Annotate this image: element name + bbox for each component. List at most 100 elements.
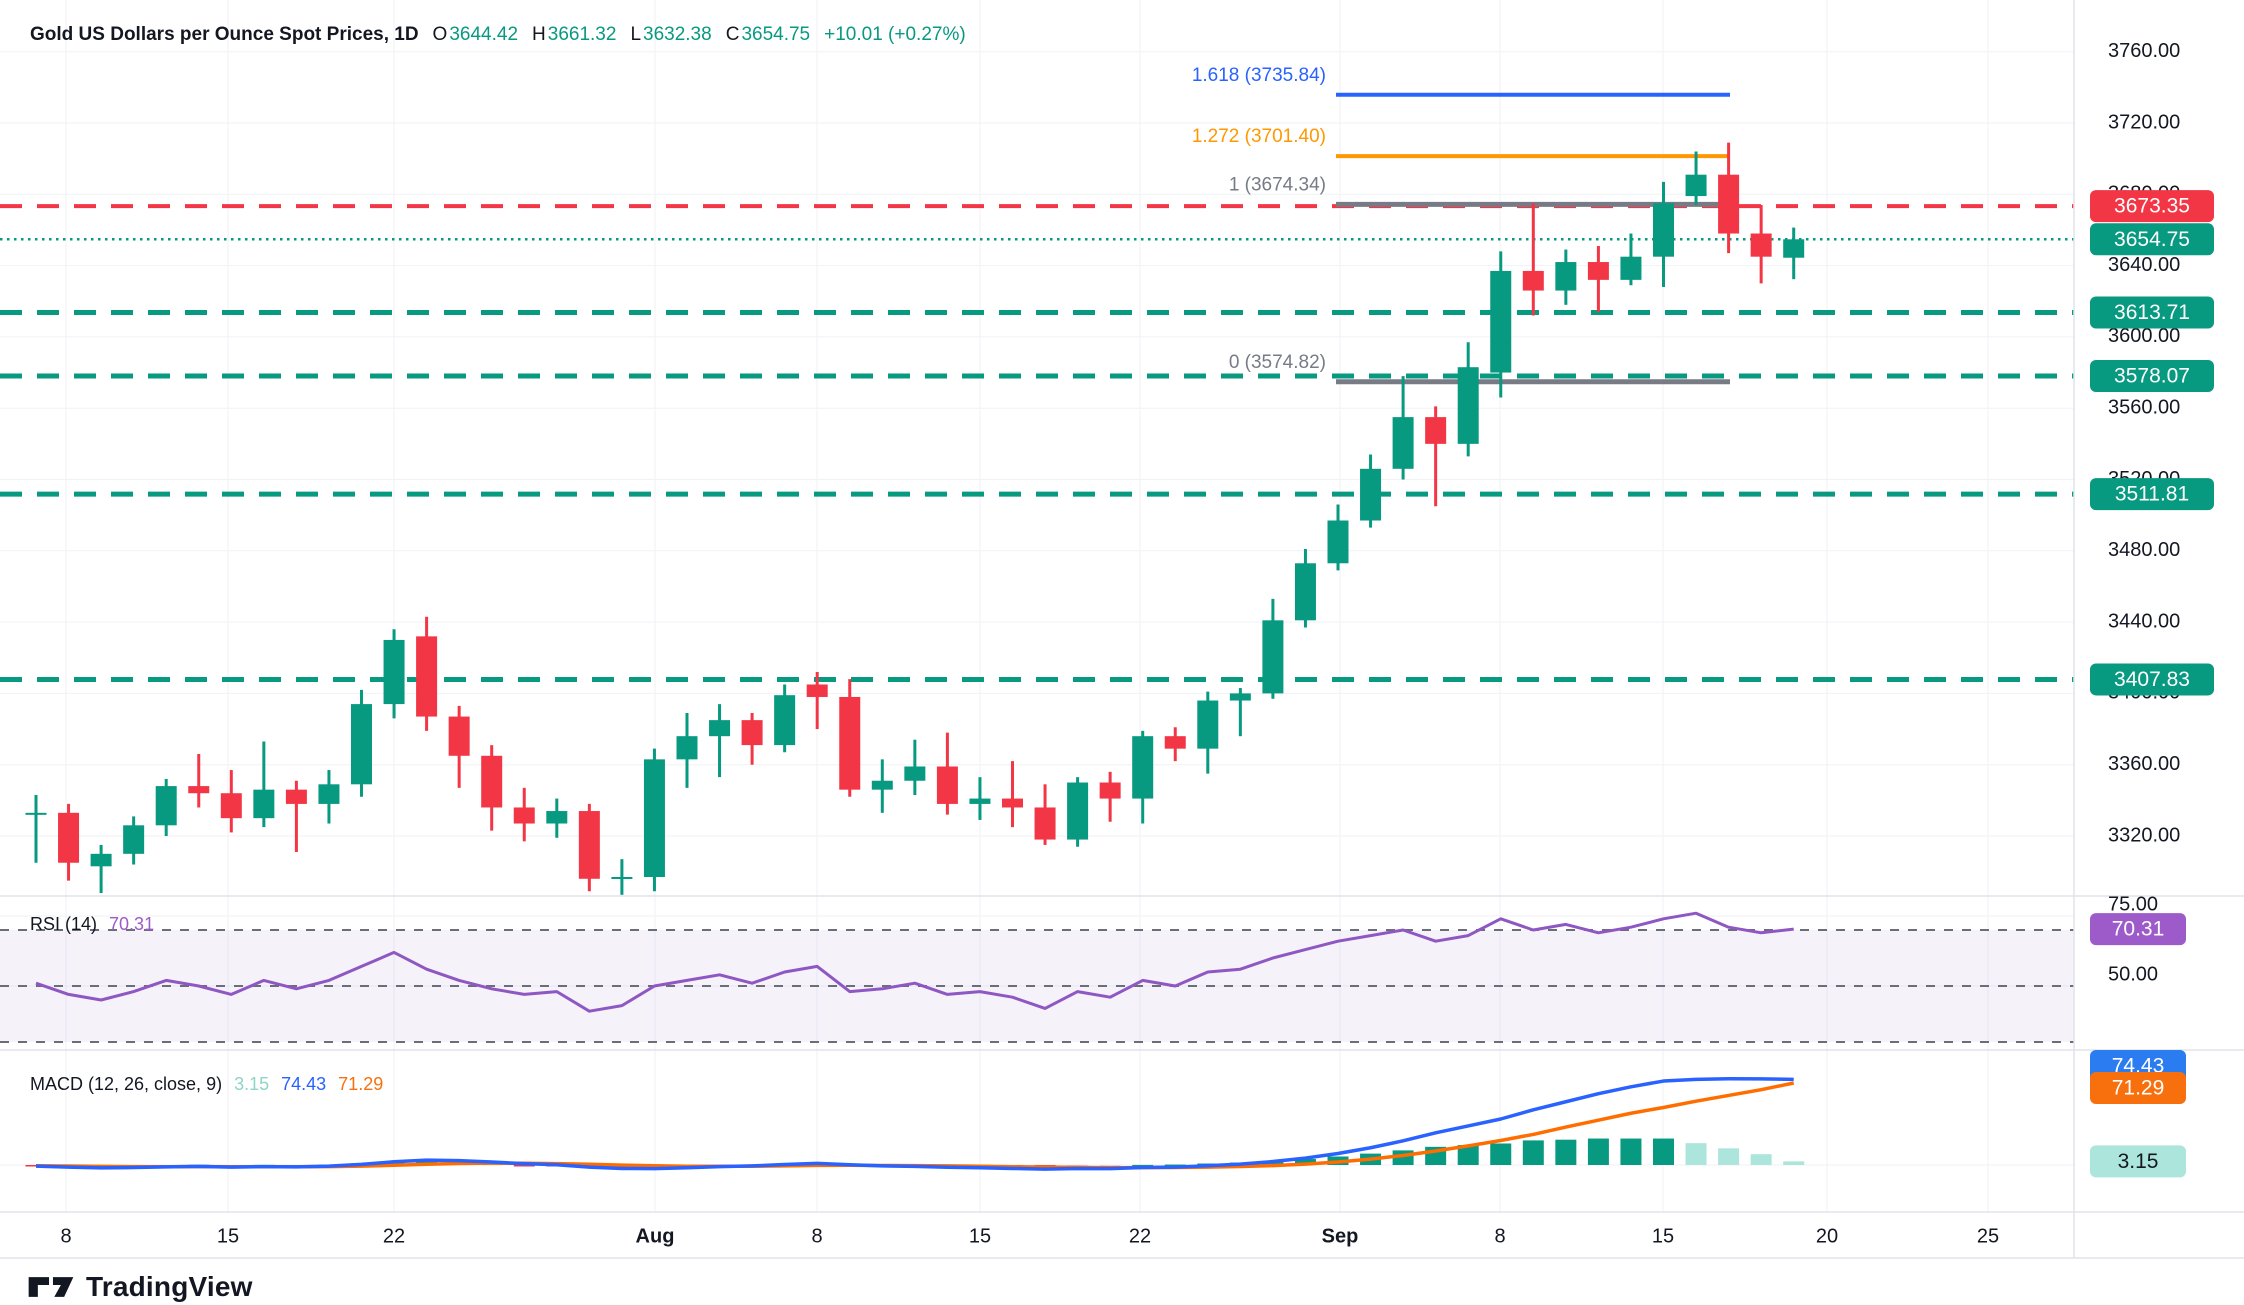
- macd-histogram-bar[interactable]: [1490, 1143, 1512, 1165]
- candle-body[interactable]: [1034, 807, 1056, 840]
- symbol-title: Gold US Dollars per Ounce Spot Prices, 1…: [30, 24, 419, 45]
- candle-body[interactable]: [1164, 736, 1186, 749]
- candle-body[interactable]: [1653, 203, 1674, 257]
- candle-body[interactable]: [90, 853, 112, 867]
- candle-body[interactable]: [285, 789, 307, 804]
- candle-body[interactable]: [1718, 174, 1740, 234]
- axis-badge-value: 74.43: [2112, 1055, 2165, 1078]
- rsi-value: 70.31: [109, 914, 155, 934]
- ohlc-close: C 3654.75: [725, 24, 811, 45]
- candle-body[interactable]: [1620, 256, 1642, 280]
- macd-histogram-bar[interactable]: [1522, 1140, 1544, 1165]
- axis-badge: [2090, 913, 2186, 946]
- candle-body[interactable]: [253, 789, 275, 819]
- candle-body[interactable]: [1360, 468, 1382, 521]
- candle-body[interactable]: [741, 720, 763, 746]
- candle-body[interactable]: [839, 696, 861, 790]
- macd-histogram-bar[interactable]: [1783, 1161, 1805, 1165]
- candle-body[interactable]: [774, 695, 796, 746]
- macd-histogram-bar[interactable]: [1132, 1164, 1154, 1167]
- price-axis-tick: 3600.00: [2108, 325, 2180, 347]
- candle-body[interactable]: [513, 807, 535, 824]
- price-axis-tick: 3320.00: [2108, 824, 2180, 846]
- candle-body[interactable]: [58, 812, 80, 863]
- candle-body[interactable]: [969, 798, 991, 804]
- macd-histogram-bar[interactable]: [1555, 1139, 1577, 1165]
- time-axis-label: 25: [1977, 1225, 1999, 1247]
- macd-histogram-bar[interactable]: [1718, 1148, 1740, 1165]
- candle-body[interactable]: [1132, 736, 1154, 799]
- candle-body[interactable]: [871, 780, 893, 790]
- candle-body[interactable]: [1294, 563, 1316, 621]
- candle-body[interactable]: [1327, 520, 1349, 564]
- tradingview-logo[interactable]: TradingView: [28, 1270, 253, 1304]
- candle-body[interactable]: [416, 636, 438, 717]
- time-axis-label: 15: [1652, 1225, 1674, 1247]
- candle-body[interactable]: [1783, 239, 1805, 258]
- candle-body[interactable]: [1555, 262, 1577, 291]
- candle-body[interactable]: [611, 876, 633, 879]
- candle-body[interactable]: [25, 812, 47, 815]
- candle-body[interactable]: [904, 766, 926, 781]
- macd-histogram-bar[interactable]: [1750, 1154, 1772, 1165]
- macd-histogram-bar[interactable]: [1294, 1159, 1316, 1165]
- macd-histogram-bar[interactable]: [1164, 1164, 1186, 1167]
- candle-body[interactable]: [1425, 417, 1447, 444]
- candle-body[interactable]: [318, 784, 340, 804]
- candle-body[interactable]: [220, 793, 242, 819]
- candle-body[interactable]: [546, 811, 568, 824]
- candle-body[interactable]: [936, 766, 958, 804]
- candle-body[interactable]: [1750, 233, 1772, 257]
- macd-signal-value: 71.29: [338, 1074, 384, 1094]
- candle-body[interactable]: [1099, 782, 1121, 799]
- candle-body[interactable]: [188, 786, 210, 794]
- price-axis-tick: 3760.00: [2108, 40, 2180, 62]
- candle-body[interactable]: [383, 639, 405, 705]
- candle-body[interactable]: [1457, 367, 1479, 444]
- candle-body[interactable]: [1229, 693, 1251, 701]
- macd-histogram-bar[interactable]: [1685, 1143, 1707, 1165]
- rsi-line[interactable]: [35, 911, 1794, 1013]
- candle-body[interactable]: [806, 684, 828, 697]
- candle-body[interactable]: [709, 720, 731, 737]
- candle-body[interactable]: [1587, 262, 1609, 280]
- macd-legend[interactable]: MACD (12, 26, close, 9) 3.15 74.43 71.29: [30, 1074, 383, 1095]
- candle-body[interactable]: [1392, 417, 1414, 469]
- axis-badge: [2090, 223, 2214, 256]
- symbol-legend[interactable]: Gold US Dollars per Ounce Spot Prices, 1…: [30, 24, 966, 46]
- axis-badge-value: 3673.35: [2114, 195, 2190, 218]
- time-axis-label: 22: [1129, 1225, 1151, 1247]
- macd-line[interactable]: [35, 1077, 1794, 1171]
- price-axis-tick: 3440.00: [2108, 610, 2180, 632]
- axis-badge-value: 3578.07: [2114, 365, 2190, 388]
- candle-body[interactable]: [1685, 174, 1707, 197]
- macd-histogram-bar[interactable]: [1587, 1138, 1609, 1165]
- candle-body[interactable]: [643, 759, 665, 877]
- candle-body[interactable]: [676, 736, 698, 760]
- macd-histogram-bar[interactable]: [1099, 1165, 1121, 1167]
- candle-body[interactable]: [578, 811, 600, 879]
- macd-histogram-bar[interactable]: [1457, 1144, 1479, 1165]
- candle-body[interactable]: [351, 704, 372, 785]
- macd-histogram-bar[interactable]: [1620, 1138, 1642, 1165]
- candle-body[interactable]: [1490, 270, 1512, 373]
- candle-body[interactable]: [481, 755, 503, 808]
- candle-body[interactable]: [123, 825, 145, 854]
- time-axis-label: Aug: [636, 1225, 675, 1247]
- candle-body[interactable]: [1067, 782, 1089, 840]
- candle-body[interactable]: [1002, 798, 1023, 808]
- candle-body[interactable]: [448, 716, 470, 756]
- candle-body[interactable]: [155, 786, 177, 826]
- rsi-legend[interactable]: RSI (14) 70.31: [30, 914, 154, 935]
- macd-histogram-bar[interactable]: [513, 1165, 535, 1167]
- time-axis-label: 20: [1816, 1225, 1838, 1247]
- candle-body[interactable]: [1522, 270, 1544, 291]
- price-axis-tick: 3560.00: [2108, 396, 2180, 418]
- candle-body[interactable]: [1262, 620, 1284, 694]
- axis-badge-value: 3407.83: [2114, 668, 2190, 691]
- macd-line-value: 74.43: [281, 1074, 327, 1094]
- ohlc-open: O 3644.42: [432, 24, 519, 45]
- candle-body[interactable]: [1197, 700, 1219, 749]
- macd-histogram-bar[interactable]: [1653, 1138, 1674, 1165]
